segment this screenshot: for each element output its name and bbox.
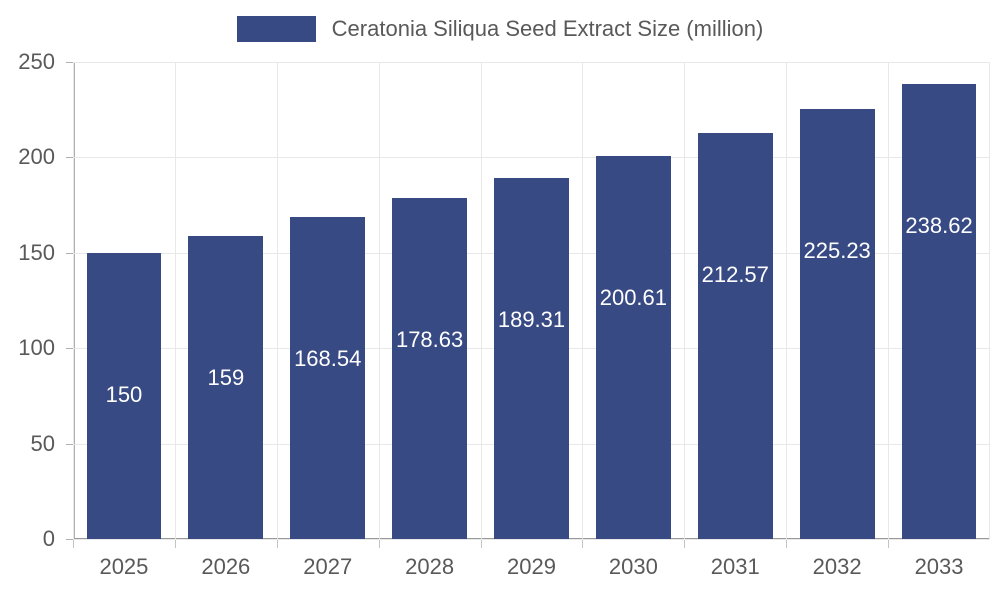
y-axis-tick-mark <box>66 252 73 254</box>
bar-value-label: 189.31 <box>497 306 566 332</box>
x-axis-tick-label: 2029 <box>507 554 556 579</box>
y-gridline <box>73 157 990 159</box>
x-axis-tick-label: 2030 <box>608 554 658 579</box>
bar[interactable] <box>901 83 977 539</box>
y-axis-tick-label: 50 <box>30 430 55 456</box>
bar-value-label: 168.54 <box>294 346 362 372</box>
y-axis-spine <box>73 62 75 540</box>
y-axis-tick-label: 100 <box>18 335 55 361</box>
bar[interactable] <box>799 109 875 539</box>
bar[interactable] <box>392 198 468 539</box>
bar[interactable] <box>188 235 264 539</box>
bar[interactable] <box>595 156 671 539</box>
x-axis-tick-mark <box>277 540 278 548</box>
y-gridline <box>73 62 990 63</box>
bar-value-label: 238.62 <box>905 212 973 238</box>
bar-value-label: 212.57 <box>701 262 769 288</box>
x-gridline <box>175 62 176 539</box>
x-gridline <box>582 62 583 539</box>
x-gridline <box>989 62 990 539</box>
bar-value-label: 225.23 <box>803 238 871 264</box>
x-axis-tick-label: 2031 <box>710 554 760 579</box>
x-axis-tick-label: 2028 <box>405 554 455 579</box>
x-gridline <box>888 62 889 539</box>
y-axis-tick-mark <box>66 62 73 63</box>
x-axis-tick-mark <box>175 540 176 548</box>
x-gridline <box>481 62 482 539</box>
y-axis-tick-label: 0 <box>42 526 55 551</box>
bar-value-label: 150 <box>105 381 143 407</box>
x-axis-tick-label: 2032 <box>812 554 862 579</box>
x-gridline <box>786 62 787 539</box>
bar[interactable] <box>290 217 366 539</box>
x-axis-tick-label: 2027 <box>303 554 353 579</box>
bar[interactable] <box>86 252 162 539</box>
x-gridline <box>73 62 74 539</box>
x-axis-tick-mark <box>684 540 685 548</box>
x-axis-tick-label: 2025 <box>99 554 149 579</box>
legend-label: Ceratonia Siliqua Seed Extract Size (mil… <box>331 16 764 41</box>
y-axis-tick-label: 250 <box>18 49 55 74</box>
bar-value-label: 178.63 <box>395 327 464 353</box>
x-axis-tick-mark <box>786 540 787 548</box>
x-axis-tick-mark <box>888 540 889 548</box>
legend-color-swatch <box>236 16 316 42</box>
bar[interactable] <box>697 133 773 539</box>
y-axis-tick-mark <box>66 443 73 445</box>
y-axis-tick-mark <box>66 157 73 159</box>
plot-area <box>73 62 990 540</box>
x-axis-tick-label: 2026 <box>201 554 251 579</box>
x-axis-tick-mark <box>582 540 583 548</box>
y-gridline <box>73 539 990 540</box>
bar[interactable] <box>494 177 569 539</box>
y-axis-tick-label: 200 <box>18 144 55 170</box>
y-axis-tick-mark <box>66 348 73 350</box>
bar-value-label: 200.61 <box>599 285 668 311</box>
x-axis-tick-mark <box>379 540 380 548</box>
bar-value-label: 159 <box>207 364 245 390</box>
x-axis-tick-label: 2033 <box>914 554 964 579</box>
x-gridline <box>277 62 278 539</box>
x-axis-tick-mark <box>73 540 74 548</box>
x-gridline <box>684 62 685 539</box>
x-gridline <box>379 62 380 539</box>
chart-legend: Ceratonia Siliqua Seed Extract Size (mil… <box>0 12 1000 46</box>
y-axis-tick-label: 150 <box>18 239 55 265</box>
y-axis-tick-mark <box>66 539 73 540</box>
x-axis-tick-mark <box>481 540 482 548</box>
